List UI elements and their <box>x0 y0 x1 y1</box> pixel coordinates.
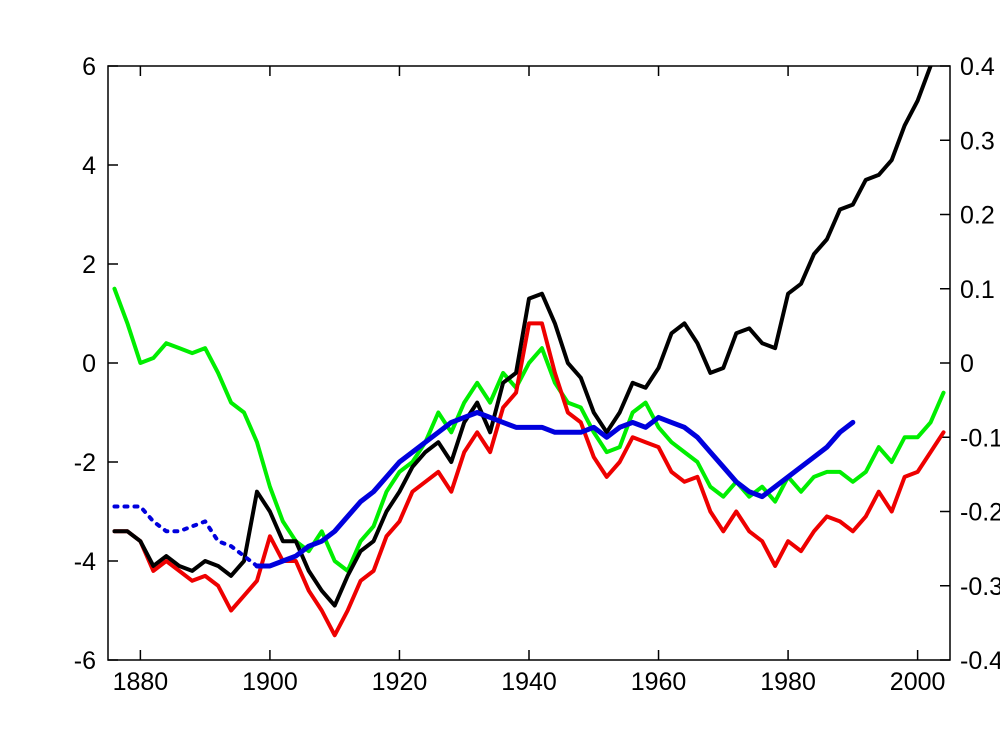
svg-text:1940: 1940 <box>501 668 557 696</box>
svg-text:0: 0 <box>960 350 974 378</box>
svg-text:6: 6 <box>82 53 96 81</box>
svg-text:1980: 1980 <box>760 668 816 696</box>
svg-text:-0.4: -0.4 <box>960 647 1000 675</box>
svg-text:1880: 1880 <box>113 668 169 696</box>
svg-text:-2: -2 <box>74 449 96 477</box>
svg-text:0.4: 0.4 <box>960 53 995 81</box>
svg-text:-0.1: -0.1 <box>960 424 1000 452</box>
black-line <box>114 66 930 606</box>
chart-container: 1880 1900 1920 1940 1960 1980 2000 -6 -4 -2 0 2 4 6 -0… <box>0 0 1000 748</box>
svg-text:1920: 1920 <box>372 668 428 696</box>
red-line <box>114 323 943 635</box>
svg-text:-4: -4 <box>74 548 96 576</box>
svg-text:0.2: 0.2 <box>960 202 995 230</box>
svg-text:-6: -6 <box>74 647 96 675</box>
line-chart: 1880 1900 1920 1940 1960 1980 2000 -6 -4 -2 0 2 4 6 -0… <box>0 0 1000 748</box>
svg-text:2: 2 <box>82 251 96 279</box>
svg-text:-0.2: -0.2 <box>960 499 1000 527</box>
svg-text:4: 4 <box>82 152 96 180</box>
svg-text:0.1: 0.1 <box>960 276 995 304</box>
svg-text:1900: 1900 <box>242 668 298 696</box>
svg-text:-0.3: -0.3 <box>960 573 1000 601</box>
svg-text:0.3: 0.3 <box>960 127 995 155</box>
svg-text:1960: 1960 <box>631 668 687 696</box>
svg-text:0: 0 <box>82 350 96 378</box>
svg-text:2000: 2000 <box>890 668 946 696</box>
